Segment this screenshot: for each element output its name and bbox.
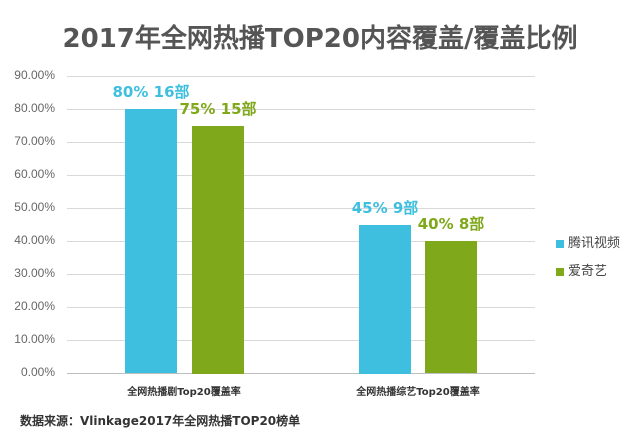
y-tick-label: 60.00% <box>14 167 55 181</box>
bar-tencent <box>359 225 411 374</box>
gridline <box>67 109 535 110</box>
gridline <box>67 241 535 242</box>
chart-title: 2017年全网热播TOP20内容覆盖/覆盖比例 <box>62 24 578 54</box>
data-source-note: 数据来源：Vlinkage2017年全网热播TOP20榜单 <box>20 414 301 428</box>
gridline <box>67 142 535 143</box>
bar-tencent <box>125 109 177 373</box>
gridline <box>67 208 535 209</box>
legend-swatch-cyan <box>556 239 564 248</box>
y-tick-label: 10.00% <box>14 332 55 346</box>
gridline <box>67 274 535 275</box>
y-tick-label: 90.00% <box>14 68 55 82</box>
legend-swatch-green <box>556 267 564 276</box>
gridline <box>67 340 535 341</box>
legend-label: 爱奇艺 <box>568 264 608 279</box>
y-tick-label: 30.00% <box>14 266 55 280</box>
bar-value-label: 75% 15部 <box>179 100 257 118</box>
legend-label: 腾讯视频 <box>568 236 621 251</box>
y-tick-label: 0.00% <box>20 365 55 379</box>
gridline <box>67 307 535 308</box>
y-tick-label: 80.00% <box>14 101 55 115</box>
bar-iqiyi <box>425 241 477 373</box>
bar-iqiyi <box>192 126 244 374</box>
x-axis <box>67 373 535 374</box>
gridline <box>67 175 535 176</box>
legend-item-iqiyi: 爱奇艺 <box>556 260 607 279</box>
y-tick-label: 40.00% <box>14 233 55 247</box>
category-label-drama: 全网热播剧Top20覆盖率 <box>127 387 241 398</box>
category-label-variety: 全网热播综艺Top20覆盖率 <box>356 387 480 398</box>
y-tick-label: 50.00% <box>14 200 55 214</box>
bar-value-label: 80% 16部 <box>112 83 190 101</box>
y-tick-label: 20.00% <box>14 299 55 313</box>
gridline <box>67 76 535 77</box>
legend-item-tencent: 腾讯视频 <box>556 232 620 251</box>
bar-value-label: 40% 8部 <box>417 215 485 233</box>
bar-value-label: 45% 9部 <box>351 199 419 217</box>
y-tick-label: 70.00% <box>14 134 55 148</box>
